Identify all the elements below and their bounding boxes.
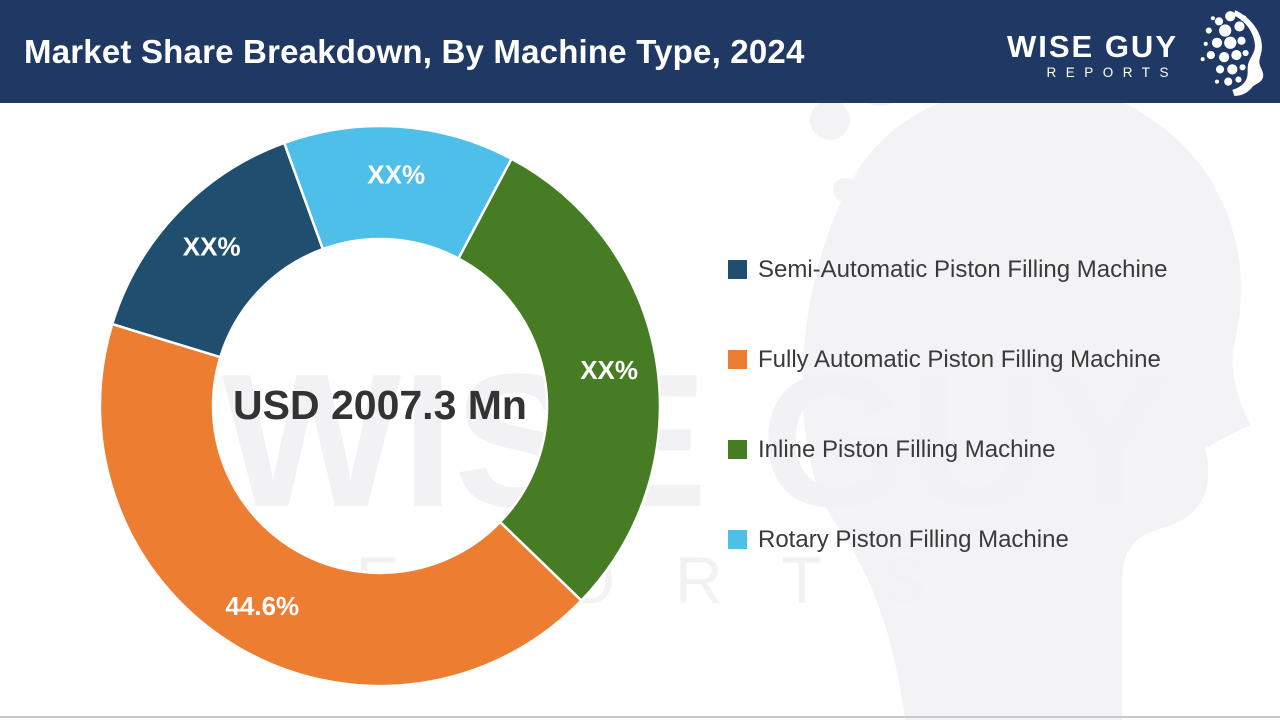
page-title: Market Share Breakdown, By Machine Type,… <box>24 32 805 70</box>
slice-label-rotary-piston-filling-machine: XX% <box>367 160 425 190</box>
bottom-divider <box>0 716 1280 718</box>
logo-head-icon <box>1200 10 1264 96</box>
legend-swatch-icon <box>728 440 747 459</box>
donut-segment-rotary-piston-filling-machine[interactable] <box>282 124 513 260</box>
logo-text: WISE GUY REPORTS <box>1006 28 1178 81</box>
chart-legend: Semi-Automatic Piston Filling Machine Ful… <box>728 255 1168 555</box>
slice-label-inline-piston-filling-machine: XX% <box>580 355 638 385</box>
legend-swatch-icon <box>728 530 747 549</box>
legend-label: Inline Piston Filling Machine <box>758 436 1056 463</box>
legend-swatch-icon <box>728 260 747 279</box>
donut-center-value: USD 2007.3 Mn <box>233 382 527 428</box>
legend-item-fully-automatic-piston-filling-machine[interactable]: Fully Automatic Piston Filling Machine <box>728 345 1168 375</box>
logo-wordmark: WISE GUY <box>1006 28 1178 64</box>
header-bar: Market Share Breakdown, By Machine Type,… <box>0 0 1280 103</box>
slice-label-fully-automatic-piston-filling-machine: 44.6% <box>225 591 299 621</box>
slice-label-semi-automatic-piston-filling-machine: XX% <box>183 231 241 261</box>
legend-label: Semi-Automatic Piston Filling Machine <box>758 256 1168 283</box>
legend-swatch-icon <box>728 350 747 369</box>
legend-label: Rotary Piston Filling Machine <box>758 526 1069 553</box>
logo-subtext: REPORTS <box>1046 65 1178 81</box>
legend-item-rotary-piston-filling-machine[interactable]: Rotary Piston Filling Machine <box>728 525 1168 555</box>
donut-segment-inline-piston-filling-machine[interactable] <box>457 157 662 602</box>
donut-segment-fully-automatic-piston-filling-machine[interactable] <box>98 322 583 688</box>
legend-label: Fully Automatic Piston Filling Machine <box>758 346 1161 373</box>
wiseguy-logo: WISE GUY REPORTS <box>1007 6 1264 98</box>
legend-item-semi-automatic-piston-filling-machine[interactable]: Semi-Automatic Piston Filling Machine <box>728 255 1168 285</box>
chart-area: WISE GUY REPORTS XX% 44.6% XX% XX% USD 2007… <box>0 44 1280 720</box>
legend-item-inline-piston-filling-machine[interactable]: Inline Piston Filling Machine <box>728 435 1168 465</box>
